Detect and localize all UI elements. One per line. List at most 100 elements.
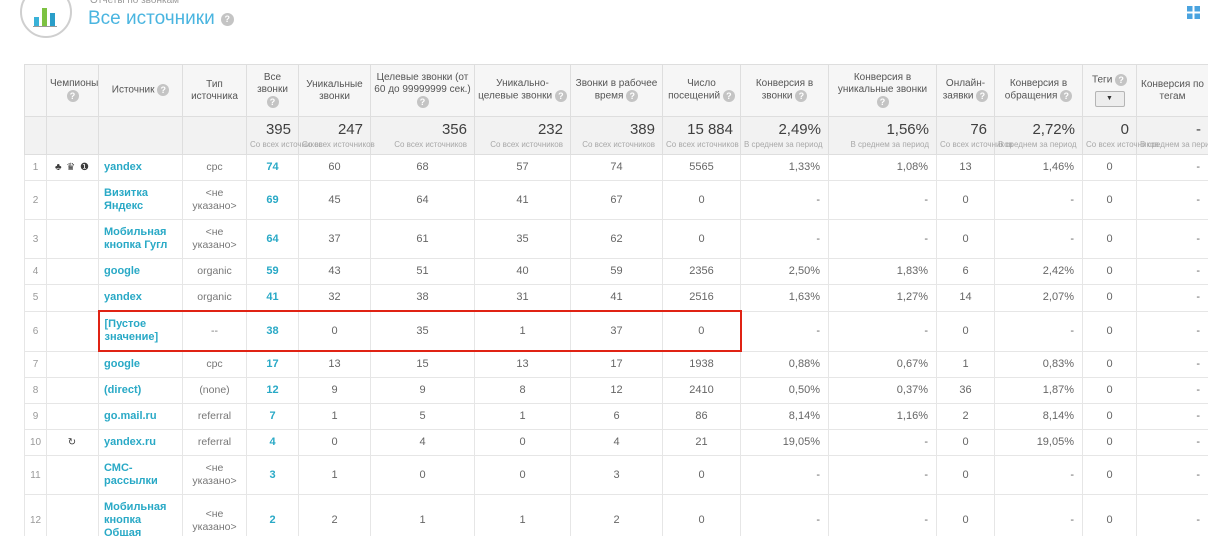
help-icon[interactable]: ? xyxy=(66,90,79,103)
cell-num: 6 xyxy=(24,310,47,352)
help-icon[interactable]: ? xyxy=(266,96,279,109)
column-header-unique_calls[interactable]: Уникальные звонки xyxy=(298,64,371,117)
help-icon[interactable]: ? xyxy=(876,96,889,109)
column-header-conv_calls[interactable]: Конверсия в звонки ? xyxy=(740,64,829,117)
cell-conv_unique_calls: - xyxy=(828,219,937,259)
column-header-visits[interactable]: Число посещений ? xyxy=(662,64,741,117)
help-icon[interactable]: ? xyxy=(416,96,429,109)
cell-conv_unique_calls: - xyxy=(828,455,937,495)
column-header-source[interactable]: Источник ? xyxy=(98,64,183,117)
cell-unique_target_calls: 1 xyxy=(474,310,571,352)
column-header-conv_unique_calls[interactable]: Конверсия в уникальные звонки ? xyxy=(828,64,937,117)
table-row: 12 Мобильная кнопка Общая <не указано> 2 2 1 1… xyxy=(24,494,1208,536)
source-link[interactable]: google xyxy=(104,265,141,277)
source-link[interactable]: СМС-рассылки xyxy=(104,462,158,487)
all_calls-link[interactable]: 41 xyxy=(266,291,279,303)
total-value: 2,49% xyxy=(778,121,821,138)
all_calls-link[interactable]: 17 xyxy=(266,358,279,370)
source-link[interactable]: yandex xyxy=(104,291,142,303)
cell-conv_tags: - xyxy=(1136,429,1208,456)
cell-conv_tags: - xyxy=(1136,258,1208,285)
source-link[interactable]: google xyxy=(104,358,141,370)
cell-work_time_calls: 67 xyxy=(570,180,663,220)
column-header-type[interactable]: Тип источника xyxy=(182,64,247,117)
table-row: 2 Визитка Яндекс <не указано> 69 45 64 41 67 0- -… xyxy=(24,180,1208,220)
cell-conv_tags: - xyxy=(1136,350,1208,378)
help-icon[interactable]: ? xyxy=(626,90,639,103)
all_calls-link[interactable]: 12 xyxy=(266,384,279,396)
cell-type: cpc xyxy=(182,350,247,378)
all_calls-link[interactable]: 38 xyxy=(266,324,279,337)
column-header-conv_tags[interactable]: Конверсия по тегам xyxy=(1136,64,1208,117)
source-link[interactable]: Мобильная кнопка Гугл xyxy=(104,226,168,251)
cell-conv_unique_calls: - xyxy=(828,494,937,536)
column-header-all_calls[interactable]: Все звонки ? xyxy=(246,64,299,117)
cell-all_calls: 38 xyxy=(246,310,299,352)
source-link[interactable]: go.mail.ru xyxy=(104,410,157,422)
all_calls-link[interactable]: 59 xyxy=(266,265,279,277)
help-icon[interactable]: ? xyxy=(1060,90,1073,103)
column-header-champions[interactable]: Чемпионы ? xyxy=(46,64,99,117)
total-caption: Со всех источников xyxy=(302,140,375,149)
source-link[interactable]: [Пустое значение] xyxy=(104,318,159,343)
all_calls-link[interactable]: 69 xyxy=(266,193,279,206)
help-icon[interactable]: ? xyxy=(1115,74,1128,87)
column-header-online_leads[interactable]: Онлайн-заявки ? xyxy=(936,64,995,117)
total-caption: Со всех источников xyxy=(394,140,467,149)
total-unique_target_calls: 232 Со всех источников xyxy=(474,116,571,155)
all_calls-link[interactable]: 7 xyxy=(269,410,276,422)
cell-tags: 0 xyxy=(1082,310,1137,352)
all_calls-link[interactable]: 74 xyxy=(266,161,279,173)
help-icon[interactable]: ? xyxy=(554,90,567,103)
cell-conv_calls: - xyxy=(740,310,829,352)
cell-conv_calls: 1,33% xyxy=(740,154,829,181)
cell-num: 7 xyxy=(24,350,47,378)
cell-conv_leads: 0,83% xyxy=(994,350,1083,378)
cell-conv_leads: 8,14% xyxy=(994,403,1083,430)
source-link[interactable]: (direct) xyxy=(104,384,142,396)
cell-source: yandex.ru xyxy=(98,429,183,456)
help-icon[interactable]: ? xyxy=(722,90,735,103)
cell-work_time_calls: 74 xyxy=(570,154,663,181)
title-help-icon[interactable]: ? xyxy=(220,12,234,26)
columns-settings-icon[interactable] xyxy=(1187,6,1200,19)
all_calls-link[interactable]: 64 xyxy=(266,232,279,245)
cell-online_leads: 13 xyxy=(936,154,995,181)
cell-conv_leads: 2,07% xyxy=(994,284,1083,312)
cell-conv_calls: 0,88% xyxy=(740,350,829,378)
cell-tags: 0 xyxy=(1082,350,1137,378)
column-header-work_time_calls[interactable]: Звонки в рабочее время ? xyxy=(570,64,663,117)
help-icon[interactable]: ? xyxy=(976,90,989,103)
tags-filter-button[interactable]: ▼ xyxy=(1094,90,1125,107)
cell-online_leads: 0 xyxy=(936,180,995,220)
help-icon[interactable]: ? xyxy=(157,84,170,97)
app-logo[interactable] xyxy=(20,0,72,38)
cell-conv_tags: - xyxy=(1136,180,1208,220)
all_calls-link[interactable]: 2 xyxy=(269,514,276,526)
cell-conv_unique_calls: - xyxy=(828,180,937,220)
source-link[interactable]: Визитка Яндекс xyxy=(104,187,148,212)
cell-conv_unique_calls: - xyxy=(828,429,937,456)
column-header-unique_target_calls[interactable]: Уникально-целевые звонки ? xyxy=(474,64,571,117)
cell-visits: 0 xyxy=(662,310,742,352)
source-link[interactable]: yandex.ru xyxy=(104,436,156,448)
cell-champions xyxy=(46,455,99,495)
cell-unique_calls: 45 xyxy=(298,180,371,220)
all_calls-link[interactable]: 4 xyxy=(269,436,276,448)
cell-unique_target_calls: 0 xyxy=(474,429,571,456)
help-icon[interactable]: ? xyxy=(795,90,808,103)
cell-source: yandex xyxy=(98,284,183,312)
cell-work_time_calls: 62 xyxy=(570,219,663,259)
column-header-conv_leads[interactable]: Конверсия в обращения ? xyxy=(994,64,1083,117)
source-link[interactable]: yandex xyxy=(104,161,142,173)
cell-type: <не указано> xyxy=(182,494,247,536)
source-link[interactable]: Мобильная кнопка Общая xyxy=(104,501,167,536)
all_calls-link[interactable]: 3 xyxy=(269,468,276,481)
cell-target_calls: 38 xyxy=(370,284,475,312)
cell-all_calls: 59 xyxy=(246,258,299,285)
cell-unique_calls: 2 xyxy=(298,494,371,536)
total-value: 247 xyxy=(337,121,363,138)
cell-all_calls: 7 xyxy=(246,403,299,430)
column-header-tags[interactable]: Теги ? ▼ xyxy=(1082,64,1137,117)
column-header-target_calls[interactable]: Целевые звонки (от 60 до 99999999 сек.) … xyxy=(370,64,475,117)
